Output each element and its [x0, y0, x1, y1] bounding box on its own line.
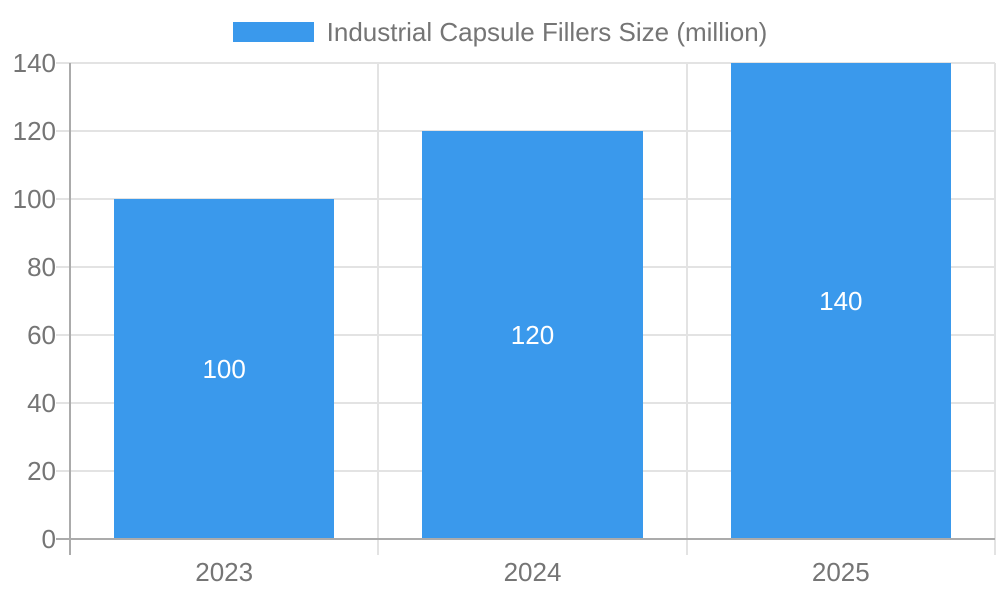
legend-swatch	[232, 22, 314, 42]
bar: 100	[114, 199, 335, 539]
bar: 140	[730, 63, 951, 539]
bar-value-label: 120	[510, 320, 555, 350]
y-axis-line	[69, 63, 71, 555]
x-gridline	[994, 63, 996, 555]
y-tick-label: 20	[27, 456, 56, 486]
y-tick-label: 100	[12, 184, 56, 214]
y-tick-label: 60	[27, 320, 56, 350]
y-tick-label: 120	[12, 116, 56, 146]
y-gridline	[56, 62, 995, 64]
y-tick-label: 0	[41, 524, 56, 554]
x-gridline	[685, 63, 688, 555]
y-tick-label: 140	[12, 48, 56, 78]
x-tick-label: 2025	[811, 557, 870, 587]
x-gridline	[377, 63, 380, 555]
plot-area: 100 120 140	[56, 62, 996, 555]
x-axis-line	[56, 538, 995, 540]
legend-item[interactable]: Industrial Capsule Fillers Size (million…	[0, 19, 1000, 45]
x-tick-label: 2024	[503, 557, 562, 587]
bar: 120	[422, 131, 643, 539]
x-axis-labels: 2023 2024 2025	[70, 559, 995, 585]
y-axis-labels: 0 20 40 60 80 100 120 140	[0, 50, 56, 552]
y-tick-label: 80	[27, 252, 56, 282]
bar-value-label: 140	[819, 286, 863, 316]
x-tick-label: 2023	[195, 557, 254, 587]
y-tick-label: 40	[27, 388, 56, 418]
bar-value-label: 100	[202, 354, 246, 384]
legend-label: Industrial Capsule Fillers Size (million…	[326, 17, 768, 47]
